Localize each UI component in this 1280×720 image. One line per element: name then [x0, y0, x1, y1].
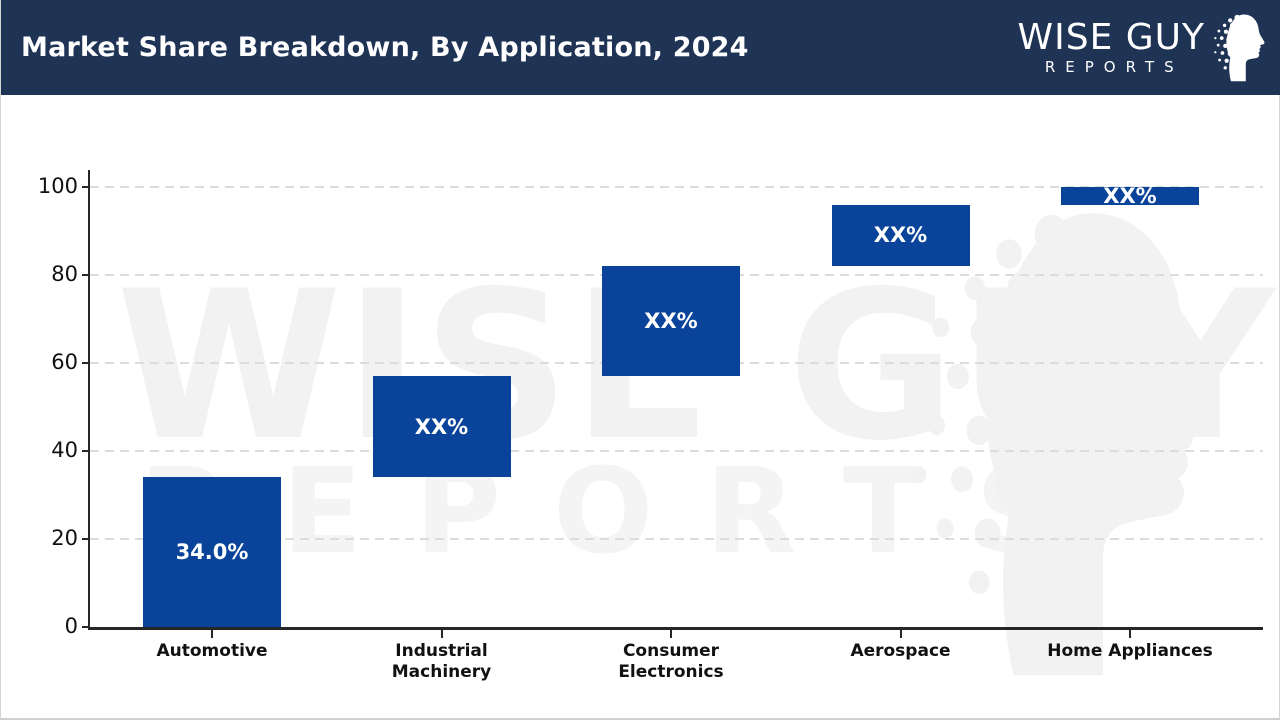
- y-axis-tick: [82, 362, 90, 364]
- y-tick-label: 60: [51, 350, 78, 374]
- waterfall-bar: XX%: [372, 376, 511, 478]
- category-label: Automotive: [156, 641, 268, 661]
- header-bar: Market Share Breakdown, By Application, …: [1, 0, 1280, 95]
- y-tick-label: 100: [37, 174, 78, 198]
- y-axis-tick: [82, 186, 90, 188]
- x-axis-tick: [899, 630, 902, 638]
- y-tick-label: 80: [51, 262, 78, 286]
- y-axis-tick: [82, 626, 90, 628]
- bar-value-label: XX%: [644, 309, 698, 334]
- bar-value-label: 34.0%: [175, 540, 249, 565]
- y-axis-tick: [82, 538, 90, 540]
- logo-wordmark: WISE GUY: [1017, 17, 1205, 58]
- y-gridline: [90, 450, 1263, 452]
- x-axis-tick: [670, 630, 672, 638]
- watermark-subtitle: REPORTS: [139, 442, 1113, 580]
- y-tick-label: 20: [51, 526, 78, 550]
- wise-guy-reports-logo: WISE GUY REPORTS: [1018, 0, 1268, 95]
- category-label: Consumer Electronics: [618, 641, 724, 683]
- waterfall-bar: XX%: [831, 204, 970, 267]
- waterfall-bar: XX%: [602, 266, 740, 377]
- waterfall-bar: 34.0%: [143, 477, 281, 627]
- waterfall-chart: 0 20 40 60 80 100 34.0% Automotive XX% Industrial…: [1, 95, 1280, 720]
- y-gridline: [90, 538, 1263, 540]
- category-label: Industrial Machinery: [391, 641, 492, 683]
- category-label: Home Appliances: [1047, 641, 1213, 661]
- category-label: Aerospace: [850, 641, 951, 661]
- logo-head-icon: [1214, 14, 1265, 81]
- y-axis: [88, 170, 90, 630]
- x-axis-tick: [1129, 630, 1131, 638]
- bar-value-label: XX%: [1103, 183, 1157, 208]
- bar-value-label: XX%: [873, 223, 928, 248]
- waterfall-bar: XX%: [1061, 183, 1199, 208]
- bar-value-label: XX%: [414, 414, 469, 439]
- y-axis-tick: [82, 274, 90, 276]
- x-axis: [88, 627, 1263, 630]
- y-gridline: [90, 186, 1263, 188]
- logo-subtitle: REPORTS: [1044, 58, 1184, 76]
- x-axis-tick: [211, 630, 213, 638]
- y-tick-label: 0: [64, 614, 78, 638]
- y-axis-tick: [82, 450, 90, 452]
- page-title: Market Share Breakdown, By Application, …: [21, 32, 749, 63]
- x-axis-tick: [440, 630, 443, 638]
- y-tick-label: 40: [51, 438, 78, 462]
